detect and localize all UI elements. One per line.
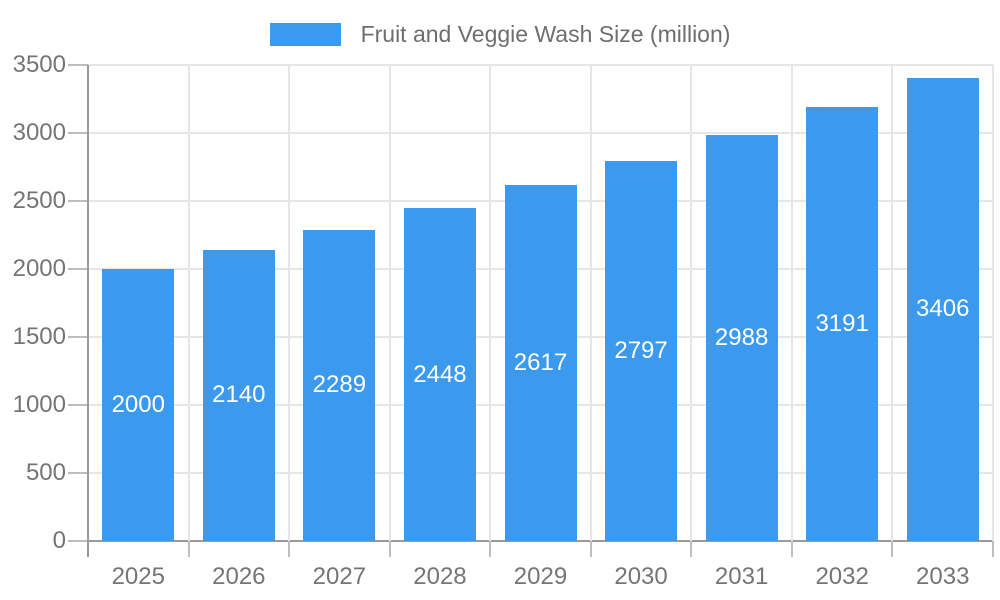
y-tick-label: 0: [52, 527, 66, 554]
y-tick-label: 3000: [12, 119, 66, 146]
bar-value-label: 3406: [916, 295, 970, 323]
y-axis-line: [87, 65, 89, 557]
bar: [906, 77, 979, 541]
x-tick-mark: [992, 541, 994, 557]
bar-value-label: 3191: [815, 310, 869, 337]
y-tick-mark: [68, 268, 88, 270]
y-tick-mark: [68, 64, 88, 66]
gridline-vertical: [992, 65, 994, 541]
x-tick-mark: [690, 541, 693, 557]
bar-value-label: 2617: [513, 349, 568, 377]
x-tick-mark: [489, 541, 492, 557]
legend-swatch: [269, 22, 341, 46]
x-tick-label: 2031: [714, 563, 769, 590]
y-tick-label: 3500: [12, 51, 66, 78]
y-tick-label: 500: [25, 459, 66, 486]
y-tick-label: 1000: [12, 391, 66, 418]
x-tick-label: 2030: [614, 563, 668, 590]
x-tick-label: 2033: [916, 563, 970, 590]
gridline-vertical: [388, 65, 391, 541]
gridline-vertical: [690, 65, 693, 541]
bar-value-label: 2448: [413, 360, 467, 388]
x-tick-mark: [790, 541, 793, 557]
x-axis-line: [88, 540, 993, 542]
legend-label: Fruit and Veggie Wash Size (million): [360, 20, 731, 47]
x-tick-label: 2027: [312, 563, 367, 590]
y-tick-mark: [68, 200, 88, 202]
bar-value-label: 2988: [714, 323, 769, 351]
gridline: [88, 132, 993, 134]
y-tick-label: 2500: [12, 187, 66, 214]
x-tick-label: 2025: [111, 563, 165, 590]
x-tick-label: 2028: [413, 563, 467, 590]
x-tick-label: 2032: [815, 563, 869, 590]
gridline-vertical: [288, 65, 291, 541]
x-tick-mark: [388, 541, 391, 557]
gridline-vertical: [489, 65, 492, 541]
x-tick-mark: [288, 541, 291, 557]
bar: [806, 107, 879, 541]
bar: [605, 160, 678, 541]
gridline-vertical: [790, 65, 793, 541]
bar-value-label: 2140: [212, 381, 266, 409]
bar: [403, 208, 476, 541]
bar: [705, 134, 778, 541]
y-tick-mark: [68, 336, 88, 338]
legend: Fruit and Veggie Wash Size (million): [0, 20, 1000, 48]
bar: [303, 229, 376, 541]
bar: [102, 269, 175, 541]
y-tick-label: 2000: [12, 255, 66, 282]
gridline-vertical: [589, 65, 592, 541]
x-tick-mark: [891, 541, 894, 557]
gridline-vertical: [891, 65, 894, 541]
x-tick-label: 2026: [212, 563, 266, 590]
x-tick-mark: [187, 541, 190, 557]
y-tick-mark: [68, 472, 88, 474]
bar-value-label: 2289: [312, 371, 367, 399]
y-tick-mark: [68, 404, 88, 406]
gridline: [88, 64, 993, 66]
bar-value-label: 2797: [614, 336, 668, 364]
y-tick-label: 1500: [12, 323, 66, 350]
y-tick-mark: [68, 540, 88, 542]
bar: [202, 249, 275, 541]
x-tick-label: 2029: [513, 563, 568, 590]
y-tick-mark: [68, 132, 88, 134]
bar: [504, 185, 577, 541]
bar-value-label: 2000: [111, 391, 165, 418]
x-tick-mark: [589, 541, 592, 557]
gridline-vertical: [187, 65, 190, 541]
